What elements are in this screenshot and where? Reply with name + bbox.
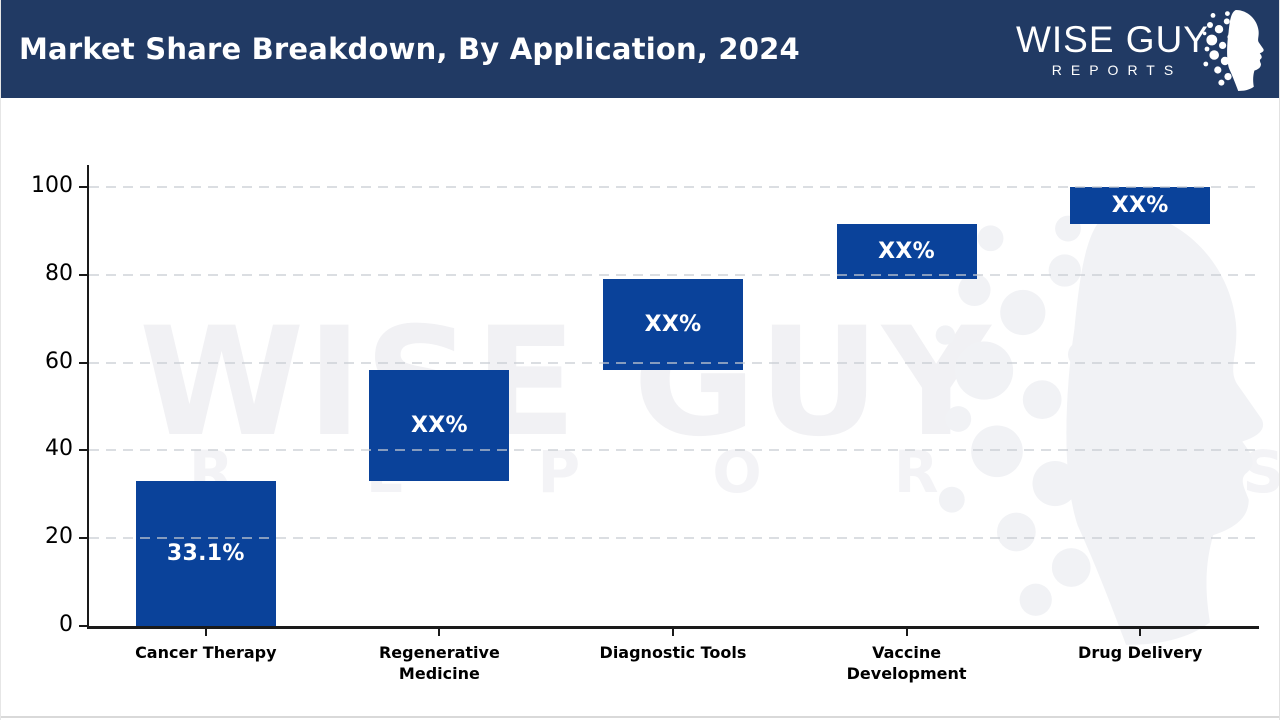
x-tick <box>1139 629 1142 636</box>
bar-value-label: XX% <box>644 312 702 338</box>
logo-wordmark: WISE GUY <box>1015 19 1209 60</box>
gridline <box>89 273 1257 276</box>
gridline <box>89 361 1257 364</box>
category-label-regenerative-medicine: Regenerative Medicine <box>378 643 500 683</box>
y-tick <box>79 449 87 452</box>
gridline <box>89 449 1257 452</box>
bar-drug-delivery: XX% <box>1070 186 1211 225</box>
category-label-cancer-therapy: Cancer Therapy <box>135 643 277 662</box>
page-title: Market Share Breakdown, By Application, … <box>19 32 800 66</box>
x-axis <box>87 626 1259 629</box>
wise-guy-reports-logo: WISE GUY REPORTS <box>1016 5 1273 93</box>
y-tick-label: 60 <box>45 348 73 374</box>
y-tick-label: 80 <box>45 260 73 286</box>
y-tick <box>79 537 87 540</box>
bar-cancer-therapy: 33.1% <box>135 480 276 626</box>
x-tick <box>672 629 674 636</box>
bar-diagnostic-tools: XX% <box>603 278 743 371</box>
y-tick-label: 40 <box>45 436 73 462</box>
header-bar: Market Share Breakdown, By Application, … <box>1 0 1279 98</box>
bar-value-label: 33.1% <box>166 540 245 566</box>
bar-value-label: XX% <box>410 413 468 439</box>
y-tick-label: 20 <box>45 524 73 550</box>
logo-text: WISE GUY REPORTS <box>1015 19 1209 79</box>
y-tick <box>79 273 87 276</box>
y-tick-label: 100 <box>31 172 73 198</box>
y-tick <box>79 625 87 627</box>
x-tick <box>204 629 207 636</box>
category-label-drug-delivery: Drug Delivery <box>1078 643 1203 662</box>
y-tick-label: 0 <box>59 612 73 637</box>
bottom-divider <box>1 716 1279 718</box>
bar-regenerative-medicine: XX% <box>369 370 510 481</box>
y-tick <box>79 185 87 188</box>
bar-value-label: XX% <box>1111 193 1169 219</box>
bar-value-label: XX% <box>878 238 936 264</box>
logo-subtitle: REPORTS <box>1051 62 1183 78</box>
x-tick <box>438 629 441 636</box>
gridline <box>89 537 1257 540</box>
bar-vaccine-development: XX% <box>836 224 977 279</box>
y-tick <box>79 361 87 364</box>
category-label-diagnostic-tools: Diagnostic Tools <box>599 643 747 662</box>
x-tick <box>905 629 908 636</box>
y-axis <box>87 165 89 628</box>
category-label-vaccine-development: Vaccine Development <box>846 643 967 683</box>
gridline <box>89 185 1257 188</box>
watermark-text: WISE GUY <box>139 296 993 470</box>
